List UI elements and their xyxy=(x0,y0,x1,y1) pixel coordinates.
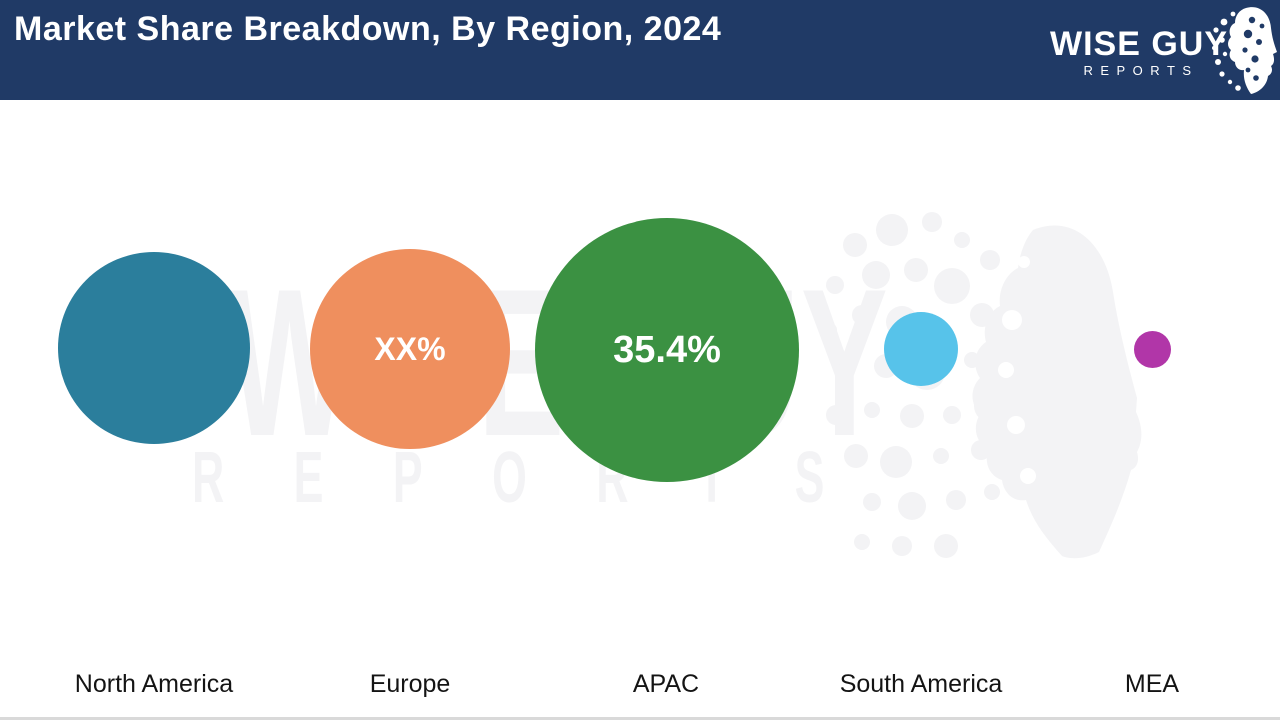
bubble-south-america xyxy=(884,312,958,386)
axis-label-apac: APAC xyxy=(632,670,700,698)
bubble-mea xyxy=(1134,331,1171,368)
logo-wordmark: WISE GUY xyxy=(1050,25,1229,63)
bubble-europe-value: XX% xyxy=(374,330,446,367)
logo-head-icon xyxy=(1212,7,1277,94)
axis-label-europe: Europe xyxy=(369,670,451,698)
wiseguy-logo: WISE GUY REPORTS xyxy=(1038,4,1278,96)
plot-area: WISE GUY REPORTS xyxy=(0,100,1280,717)
bubble-europe: XX% xyxy=(310,249,510,449)
axis-label-south-america: South America xyxy=(839,670,1003,698)
bubble-apac-value: 35.4% xyxy=(613,328,721,371)
logo-tagline: REPORTS xyxy=(1083,63,1199,78)
header: Market Share Breakdown, By Region, 2024 … xyxy=(0,0,1280,100)
bubble-north-america xyxy=(58,252,250,444)
axis-label-mea: MEA xyxy=(1124,670,1180,698)
watermark-tagline: REPORTS xyxy=(192,438,894,518)
axis-label-north-america: North America xyxy=(74,670,234,698)
watermark-head-icon xyxy=(823,212,1142,559)
page-title: Market Share Breakdown, By Region, 2024 xyxy=(14,10,722,48)
bubble-apac: 35.4% xyxy=(535,218,799,482)
logo-text: WISE GUY REPORTS xyxy=(1050,26,1228,78)
